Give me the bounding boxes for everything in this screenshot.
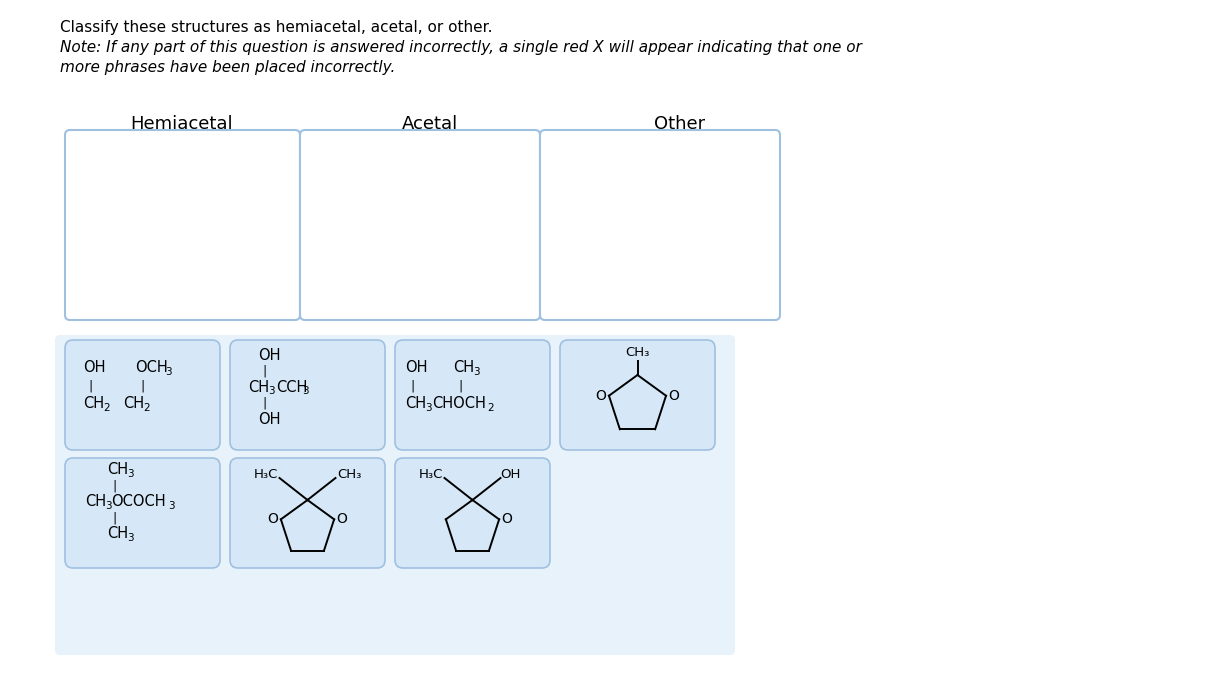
FancyBboxPatch shape (66, 458, 220, 568)
Text: CCH: CCH (277, 379, 307, 394)
Text: CH: CH (107, 462, 129, 477)
Text: CH: CH (247, 379, 269, 394)
FancyBboxPatch shape (300, 130, 540, 320)
Text: 3: 3 (302, 386, 308, 396)
Text: OH: OH (82, 360, 106, 375)
Text: CH₃: CH₃ (337, 469, 361, 481)
FancyBboxPatch shape (230, 340, 385, 450)
Text: O: O (267, 512, 278, 526)
Text: 3: 3 (268, 386, 274, 396)
Text: more phrases have been placed incorrectly.: more phrases have been placed incorrectl… (59, 60, 395, 75)
Text: |: | (457, 379, 462, 392)
FancyBboxPatch shape (230, 458, 385, 568)
Text: |: | (263, 396, 267, 409)
Text: CH: CH (123, 396, 144, 411)
Text: 3: 3 (127, 469, 133, 479)
Text: CH₃: CH₃ (626, 347, 650, 360)
Text: O: O (337, 512, 348, 526)
Text: Note: If any part of this question is answered incorrectly, a single red X will : Note: If any part of this question is an… (59, 40, 862, 55)
Text: Other: Other (655, 115, 706, 133)
Text: 3: 3 (127, 533, 133, 543)
Text: CH: CH (452, 360, 474, 375)
Text: 3: 3 (106, 501, 112, 511)
Text: |: | (139, 379, 144, 392)
Text: O: O (668, 389, 679, 402)
Text: O: O (596, 389, 606, 402)
Text: CHOCH: CHOCH (432, 396, 486, 411)
FancyBboxPatch shape (395, 340, 549, 450)
Text: |: | (263, 364, 267, 377)
Text: H₃C: H₃C (254, 469, 278, 481)
Text: |: | (87, 379, 92, 392)
Text: Hemiacetal: Hemiacetal (131, 115, 233, 133)
FancyBboxPatch shape (66, 130, 300, 320)
Text: 2: 2 (486, 403, 494, 413)
Text: 2: 2 (103, 403, 109, 413)
FancyBboxPatch shape (560, 340, 714, 450)
Text: 3: 3 (167, 501, 175, 511)
Text: CH: CH (85, 494, 106, 509)
Text: OH: OH (258, 347, 280, 362)
Text: 3: 3 (473, 367, 479, 377)
Text: Classify these structures as hemiacetal, acetal, or other.: Classify these structures as hemiacetal,… (59, 20, 492, 35)
FancyBboxPatch shape (55, 335, 735, 655)
FancyBboxPatch shape (540, 130, 780, 320)
Text: 2: 2 (143, 403, 149, 413)
FancyBboxPatch shape (395, 458, 549, 568)
Text: CH: CH (82, 396, 104, 411)
Text: CH: CH (107, 526, 129, 541)
Text: OCH: OCH (135, 360, 167, 375)
Text: Acetal: Acetal (402, 115, 459, 133)
Text: |: | (112, 479, 116, 492)
Text: 3: 3 (425, 403, 432, 413)
Text: OH: OH (405, 360, 427, 375)
Text: OH: OH (258, 411, 280, 426)
Text: H₃C: H₃C (418, 469, 443, 481)
Text: OCOCH: OCOCH (112, 494, 166, 509)
Text: OH: OH (500, 469, 520, 481)
Text: CH: CH (405, 396, 426, 411)
FancyBboxPatch shape (66, 340, 220, 450)
Text: |: | (410, 379, 414, 392)
Text: 3: 3 (165, 367, 171, 377)
Text: O: O (502, 512, 513, 526)
Text: |: | (112, 511, 116, 524)
